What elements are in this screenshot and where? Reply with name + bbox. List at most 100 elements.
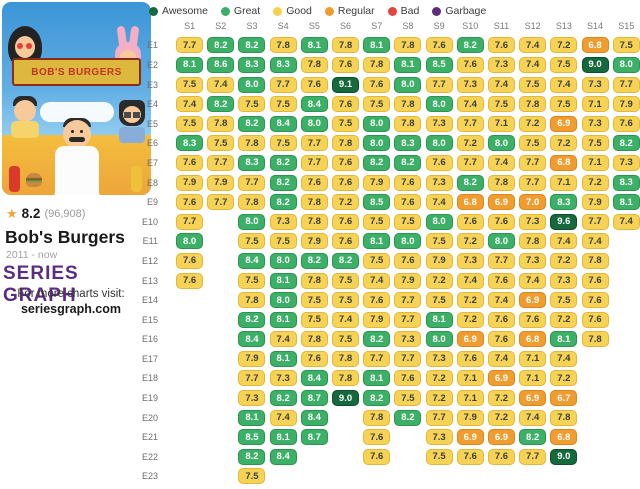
rating-cell[interactable]: 8.2 (363, 331, 391, 348)
rating-cell[interactable]: 7.6 (456, 213, 484, 230)
rating-cell[interactable]: 7.8 (269, 37, 297, 54)
rating-cell[interactable]: 7.7 (581, 213, 609, 230)
rating-cell[interactable]: 7.6 (300, 174, 328, 191)
rating-cell[interactable]: 8.2 (269, 194, 297, 211)
rating-cell[interactable]: 8.3 (269, 56, 297, 73)
rating-cell[interactable]: 7.9 (207, 174, 235, 191)
rating-cell[interactable]: 7.4 (519, 272, 547, 289)
rating-cell[interactable]: 8.0 (363, 135, 391, 152)
rating-cell[interactable]: 7.8 (550, 409, 578, 426)
rating-cell[interactable]: 7.5 (363, 213, 391, 230)
rating-cell[interactable]: 7.6 (394, 174, 422, 191)
rating-cell[interactable]: 7.5 (425, 448, 453, 465)
rating-cell[interactable]: 7.4 (332, 311, 360, 328)
rating-cell[interactable]: 7.7 (519, 154, 547, 171)
rating-cell[interactable]: 7.8 (238, 194, 266, 211)
rating-cell[interactable]: 7.6 (332, 56, 360, 73)
rating-cell[interactable]: 7.9 (456, 409, 484, 426)
rating-cell[interactable]: 8.6 (207, 56, 235, 73)
rating-cell[interactable]: 7.8 (300, 331, 328, 348)
rating-cell[interactable]: 6.7 (550, 390, 578, 407)
rating-cell[interactable]: 7.7 (425, 409, 453, 426)
rating-cell[interactable]: 7.4 (456, 96, 484, 113)
rating-cell[interactable]: 7.6 (487, 272, 515, 289)
rating-cell[interactable]: 7.8 (332, 350, 360, 367)
rating-cell[interactable]: 8.4 (300, 409, 328, 426)
rating-cell[interactable]: 7.6 (394, 370, 422, 387)
rating-cell[interactable]: 7.8 (332, 370, 360, 387)
rating-cell[interactable]: 8.3 (238, 56, 266, 73)
rating-cell[interactable]: 7.6 (425, 154, 453, 171)
rating-cell[interactable]: 8.0 (487, 233, 515, 250)
rating-cell[interactable]: 7.7 (207, 154, 235, 171)
rating-cell[interactable]: 8.3 (550, 194, 578, 211)
rating-cell[interactable]: 7.3 (456, 76, 484, 93)
rating-cell[interactable]: 7.1 (456, 370, 484, 387)
rating-cell[interactable]: 8.1 (550, 331, 578, 348)
rating-cell[interactable]: 7.4 (487, 76, 515, 93)
rating-cell[interactable]: 8.2 (394, 154, 422, 171)
rating-cell[interactable]: 7.5 (176, 115, 204, 132)
rating-cell[interactable]: 8.7 (300, 429, 328, 446)
rating-cell[interactable]: 7.8 (207, 115, 235, 132)
rating-cell[interactable]: 8.1 (363, 37, 391, 54)
rating-cell[interactable]: 8.0 (425, 331, 453, 348)
rating-cell[interactable]: 7.6 (487, 311, 515, 328)
rating-cell[interactable]: 7.2 (456, 233, 484, 250)
rating-cell[interactable]: 8.4 (238, 252, 266, 269)
rating-cell[interactable]: 8.3 (612, 174, 640, 191)
rating-cell[interactable]: 8.5 (363, 194, 391, 211)
rating-cell[interactable]: 7.2 (550, 370, 578, 387)
rating-cell[interactable]: 7.6 (456, 350, 484, 367)
rating-cell[interactable]: 7.1 (519, 350, 547, 367)
rating-cell[interactable]: 7.4 (612, 213, 640, 230)
rating-cell[interactable]: 7.2 (550, 311, 578, 328)
rating-cell[interactable]: 8.2 (612, 135, 640, 152)
rating-cell[interactable]: 7.3 (487, 56, 515, 73)
rating-cell[interactable]: 7.8 (300, 213, 328, 230)
rating-cell[interactable]: 8.0 (394, 76, 422, 93)
rating-cell[interactable]: 7.8 (394, 115, 422, 132)
rating-cell[interactable]: 6.8 (581, 37, 609, 54)
rating-cell[interactable]: 8.4 (300, 96, 328, 113)
rating-cell[interactable]: 7.6 (581, 292, 609, 309)
rating-cell[interactable]: 8.1 (269, 429, 297, 446)
rating-cell[interactable]: 7.4 (487, 350, 515, 367)
rating-cell[interactable]: 7.8 (581, 252, 609, 269)
rating-cell[interactable]: 7.9 (363, 174, 391, 191)
rating-cell[interactable]: 7.6 (176, 252, 204, 269)
rating-cell[interactable]: 7.6 (332, 96, 360, 113)
rating-cell[interactable]: 7.3 (425, 429, 453, 446)
rating-cell[interactable]: 8.0 (425, 213, 453, 230)
rating-cell[interactable]: 7.4 (269, 331, 297, 348)
rating-cell[interactable]: 7.6 (425, 37, 453, 54)
rating-cell[interactable]: 7.8 (300, 272, 328, 289)
rating-cell[interactable]: 8.1 (425, 311, 453, 328)
rating-cell[interactable]: 8.1 (363, 370, 391, 387)
rating-cell[interactable]: 7.8 (363, 56, 391, 73)
rating-cell[interactable]: 7.3 (425, 174, 453, 191)
rating-cell[interactable]: 7.3 (581, 76, 609, 93)
rating-cell[interactable]: 7.5 (363, 252, 391, 269)
rating-cell[interactable]: 7.2 (425, 370, 453, 387)
rating-cell[interactable]: 8.0 (238, 213, 266, 230)
rating-cell[interactable]: 7.7 (176, 37, 204, 54)
rating-cell[interactable]: 7.8 (581, 331, 609, 348)
rating-cell[interactable]: 8.2 (519, 429, 547, 446)
rating-cell[interactable]: 7.2 (456, 292, 484, 309)
rating-cell[interactable]: 7.5 (550, 56, 578, 73)
rating-cell[interactable]: 7.3 (550, 272, 578, 289)
rating-cell[interactable]: 7.7 (456, 154, 484, 171)
rating-cell[interactable]: 7.2 (425, 390, 453, 407)
rating-cell[interactable]: 6.9 (487, 370, 515, 387)
rating-cell[interactable]: 7.9 (176, 174, 204, 191)
rating-cell[interactable]: 7.8 (394, 37, 422, 54)
rating-cell[interactable]: 7.6 (363, 429, 391, 446)
rating-cell[interactable]: 8.0 (394, 233, 422, 250)
rating-cell[interactable]: 7.5 (207, 135, 235, 152)
rating-cell[interactable]: 8.3 (394, 135, 422, 152)
rating-cell[interactable]: 7.5 (332, 272, 360, 289)
rating-cell[interactable]: 7.5 (238, 233, 266, 250)
rating-cell[interactable]: 7.9 (363, 311, 391, 328)
rating-cell[interactable]: 7.7 (456, 115, 484, 132)
